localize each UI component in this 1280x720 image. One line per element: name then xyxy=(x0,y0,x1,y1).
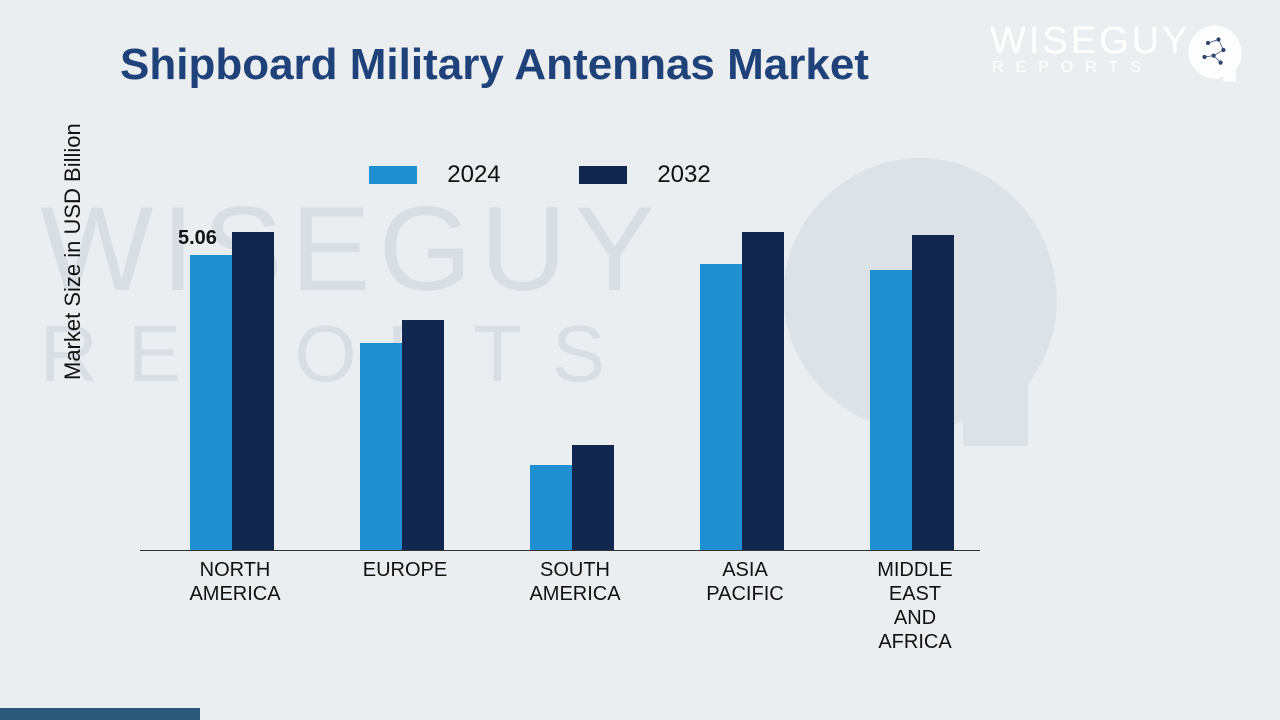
bar-series-2024 xyxy=(530,465,572,550)
legend-label-2032: 2032 xyxy=(657,161,710,189)
bar-series-2032 xyxy=(402,320,444,550)
legend: 2024 2032 xyxy=(100,160,980,189)
category-label: ASIAPACIFIC xyxy=(675,558,815,606)
bar-series-2032 xyxy=(742,232,784,550)
legend-label-2024: 2024 xyxy=(447,161,500,189)
category-label: SOUTHAMERICA xyxy=(505,558,645,606)
legend-swatch-2032 xyxy=(579,166,627,184)
category-label: EUROPE xyxy=(335,558,475,582)
footer-accent-bar xyxy=(0,708,200,720)
bar-series-2024 xyxy=(700,264,742,550)
chart-title: Shipboard Military Antennas Market xyxy=(120,40,869,90)
bar-value-label: 5.06 xyxy=(178,227,217,250)
stage: { "title": "Shipboard Military Antennas … xyxy=(0,0,1280,720)
logo-head-icon xyxy=(1180,22,1250,92)
plot-area xyxy=(140,200,980,551)
bar-series-2032 xyxy=(912,235,954,550)
bar-series-2032 xyxy=(572,445,614,550)
y-axis-label: Market Size in USD Billion xyxy=(60,123,86,380)
legend-swatch-2024 xyxy=(369,166,417,184)
bar-series-2024 xyxy=(190,255,232,550)
category-label: MIDDLEEASTANDAFRICA xyxy=(845,558,985,654)
chart-area: Market Size in USD Billion 2024 2032 5.0… xyxy=(100,160,980,630)
category-label: NORTHAMERICA xyxy=(165,558,305,606)
legend-item-2032: 2032 xyxy=(561,160,728,189)
bar-series-2032 xyxy=(232,232,274,550)
legend-item-2024: 2024 xyxy=(351,160,518,189)
bar-series-2024 xyxy=(870,270,912,550)
bar-series-2024 xyxy=(360,343,402,550)
